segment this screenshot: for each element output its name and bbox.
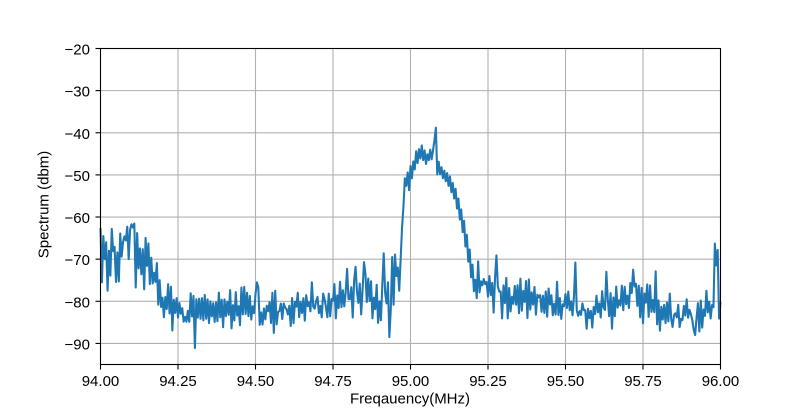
svg-text:−30: −30 [65, 84, 90, 101]
svg-text:−40: −40 [65, 126, 90, 143]
svg-text:94.25: 94.25 [159, 373, 197, 390]
svg-text:95.75: 95.75 [624, 373, 662, 390]
svg-text:−80: −80 [65, 294, 90, 311]
svg-text:−60: −60 [65, 210, 90, 227]
svg-text:Freqauency(MHz): Freqauency(MHz) [350, 391, 470, 408]
svg-text:94.50: 94.50 [237, 373, 275, 390]
svg-text:94.75: 94.75 [314, 373, 352, 390]
svg-text:95.25: 95.25 [469, 373, 507, 390]
svg-text:95.50: 95.50 [547, 373, 585, 390]
svg-text:−70: −70 [65, 252, 90, 269]
svg-text:−50: −50 [65, 168, 90, 185]
svg-text:−20: −20 [65, 42, 90, 59]
svg-text:94.00: 94.00 [82, 373, 120, 390]
svg-text:−90: −90 [65, 336, 90, 353]
svg-text:Spectrum (dbm): Spectrum (dbm) [36, 151, 53, 259]
svg-text:96.00: 96.00 [702, 373, 740, 390]
svg-text:95.00: 95.00 [392, 373, 430, 390]
